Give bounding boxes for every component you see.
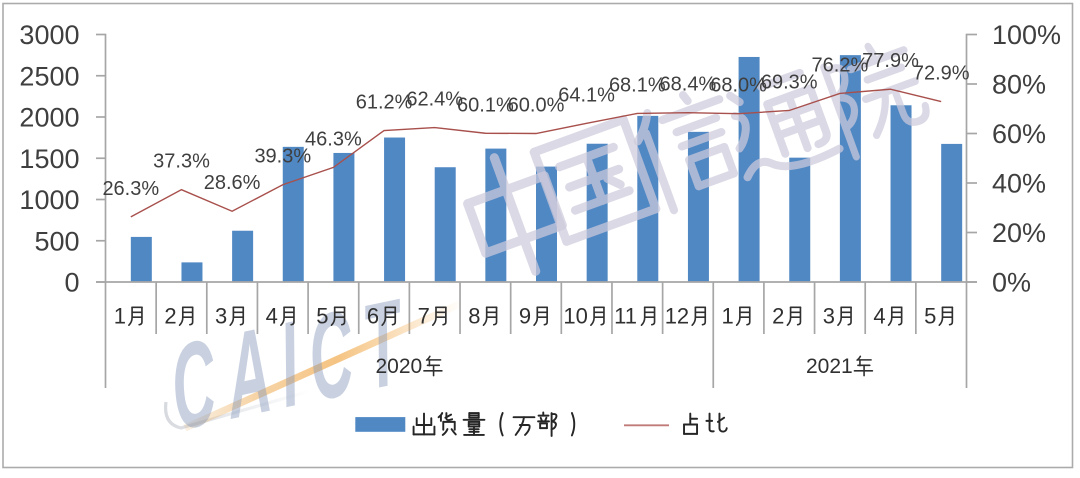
svg-text:5: 5	[316, 304, 328, 329]
svg-text:2500: 2500	[19, 61, 79, 91]
svg-text:61.2%: 61.2%	[356, 92, 413, 114]
svg-text:3: 3	[823, 304, 835, 329]
svg-text:4: 4	[873, 304, 885, 329]
svg-text:3: 3	[215, 304, 227, 329]
svg-text:7: 7	[418, 304, 430, 329]
svg-text:20%: 20%	[992, 218, 1046, 248]
svg-text:64.1%: 64.1%	[558, 84, 615, 106]
svg-text:2000: 2000	[19, 103, 79, 133]
svg-text:1: 1	[114, 304, 126, 329]
svg-text:2: 2	[772, 304, 784, 329]
svg-text:6: 6	[367, 304, 379, 329]
svg-text:9: 9	[519, 304, 531, 329]
svg-text:10: 10	[563, 304, 587, 329]
svg-text:1000: 1000	[19, 185, 79, 215]
svg-text:3000: 3000	[19, 20, 79, 50]
svg-text:28.6%: 28.6%	[204, 172, 261, 194]
svg-text:5: 5	[924, 304, 936, 329]
svg-text:68.0%: 68.0%	[710, 75, 767, 97]
svg-text:39.3%: 39.3%	[254, 146, 311, 168]
svg-text:62.4%: 62.4%	[406, 89, 463, 111]
svg-text:0: 0	[64, 268, 79, 298]
svg-text:40%: 40%	[992, 169, 1046, 199]
svg-text:60.0%: 60.0%	[508, 95, 565, 117]
svg-text:46.3%: 46.3%	[305, 128, 362, 150]
svg-text:2021: 2021	[806, 355, 853, 378]
svg-text:60.1%: 60.1%	[457, 94, 514, 116]
svg-text:11: 11	[614, 304, 637, 329]
svg-text:1: 1	[722, 304, 734, 329]
svg-text:12: 12	[665, 304, 689, 329]
svg-text:77.9%: 77.9%	[862, 50, 919, 72]
svg-text:1500: 1500	[19, 144, 79, 174]
svg-text:2: 2	[164, 304, 176, 329]
svg-text:60%: 60%	[992, 119, 1046, 149]
svg-text:69.3%: 69.3%	[761, 72, 818, 94]
svg-text:4: 4	[266, 304, 278, 329]
svg-text:76.2%: 76.2%	[812, 54, 869, 76]
svg-text:100%: 100%	[992, 20, 1061, 50]
svg-text:72.9%: 72.9%	[913, 63, 970, 85]
svg-text:68.1%: 68.1%	[609, 75, 666, 97]
svg-text:68.4%: 68.4%	[660, 74, 717, 96]
svg-text:500: 500	[34, 226, 79, 256]
svg-text:2020: 2020	[376, 355, 423, 378]
svg-text:80%: 80%	[992, 70, 1046, 100]
svg-text:8: 8	[468, 304, 480, 329]
svg-text:37.3%: 37.3%	[153, 151, 210, 173]
svg-text:26.3%: 26.3%	[102, 178, 159, 200]
svg-text:0%: 0%	[992, 268, 1031, 298]
